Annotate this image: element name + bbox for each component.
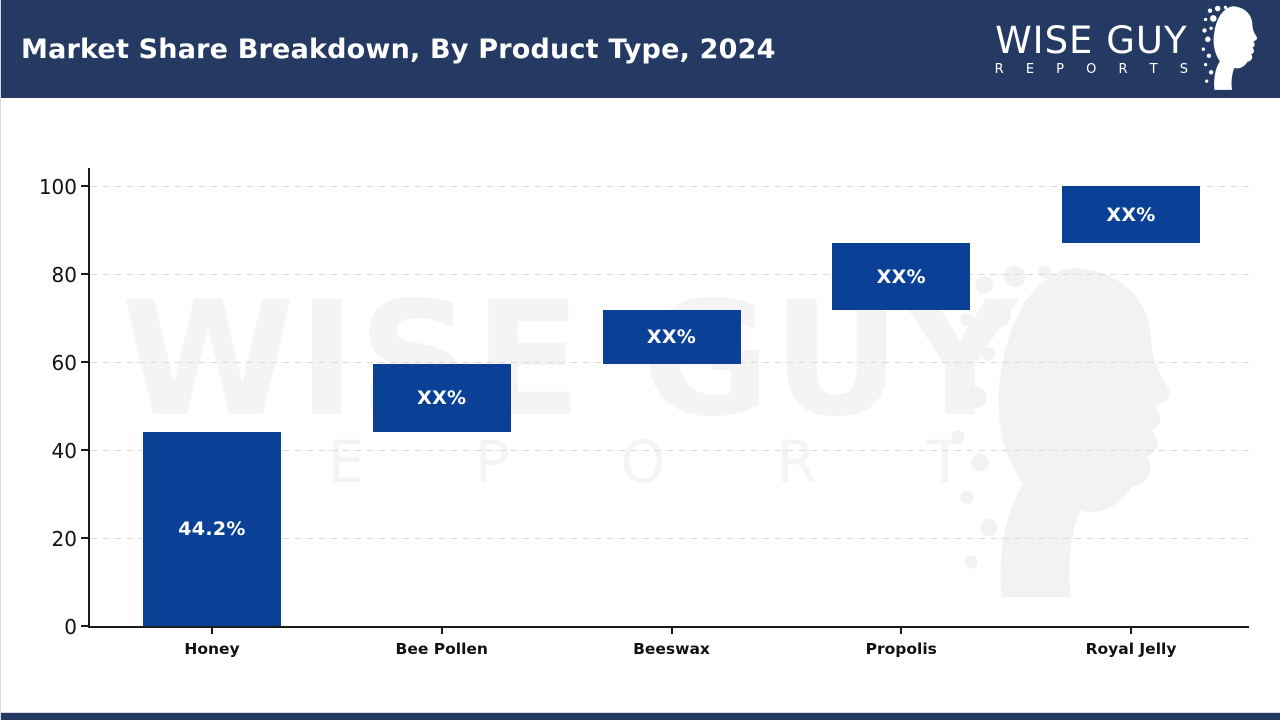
x-tick-label: Propolis [865,640,937,658]
bar: XX% [602,310,741,364]
grid-line [90,273,1249,275]
bar-value-label: XX% [417,386,467,409]
y-tick-label: 80 [51,262,77,287]
footer-bar [1,713,1280,720]
bar-value-label: XX% [646,325,697,348]
y-tick-label: 60 [51,350,77,375]
y-tick-mark [81,361,89,363]
x-axis-line [88,626,1249,628]
x-tick-label: Royal Jelly [1085,640,1177,658]
footer-divider [1,712,1280,713]
x-tick-mark [440,628,443,634]
brand-logo: WISE GUY R E P O R T S [986,3,1265,95]
x-tick-label: Beeswax [633,640,710,658]
y-axis-line [88,168,90,628]
bar: XX% [372,363,511,432]
bar-value-label: XX% [1106,203,1156,226]
bar: XX% [832,243,971,311]
y-tick-mark [81,449,89,451]
brand-subname: R E P O R T S [994,62,1197,77]
bar: 44.2% [143,431,281,626]
brand-logo-text: WISE GUY R E P O R T S [986,22,1197,76]
y-tick-mark [81,625,89,627]
y-tick-mark [81,273,89,275]
x-tick-mark [1130,628,1132,634]
y-tick-label: 20 [51,526,77,551]
x-tick-label: Bee Pollen [395,640,488,658]
brand-name: WISE GUY [995,19,1188,62]
header-bar: Market Share Breakdown, By Product Type,… [1,0,1280,98]
y-tick-mark [81,185,89,187]
bar-value-label: 44.2% [178,517,246,540]
chart-title: Market Share Breakdown, By Product Type,… [21,33,776,65]
x-tick-mark [670,628,673,634]
plot-area: WISE GUY R E P O R T S 0 20 40 60 80 100 44.2%… [1,98,1280,712]
grid-line [90,449,1249,451]
y-tick-label: 40 [51,438,77,463]
bar-value-label: XX% [876,265,926,288]
grid-line [90,537,1249,539]
y-tick-mark [81,537,89,539]
x-tick-mark [211,628,213,634]
x-tick-mark [900,628,903,634]
y-tick-label: 100 [38,174,77,199]
watermark-brand-name: WISE GUY [121,268,1020,452]
x-tick-label: Honey [184,640,240,658]
bar: XX% [1062,186,1200,244]
y-tick-label: 0 [64,614,77,639]
grid-line [90,185,1249,187]
brand-head-icon [1199,3,1265,95]
